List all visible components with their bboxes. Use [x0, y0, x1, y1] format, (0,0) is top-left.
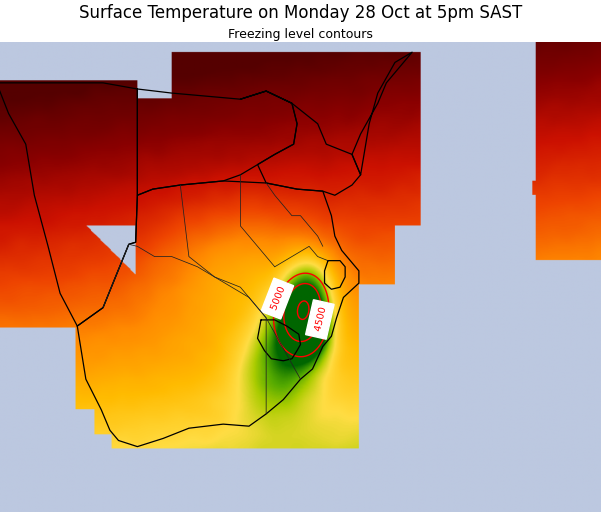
Text: 4500: 4500	[313, 306, 328, 333]
Text: Surface Temperature on Monday 28 Oct at 5pm SAST: Surface Temperature on Monday 28 Oct at …	[79, 4, 522, 22]
Text: 5000: 5000	[268, 285, 287, 312]
Text: Freezing level contours: Freezing level contours	[228, 28, 373, 41]
